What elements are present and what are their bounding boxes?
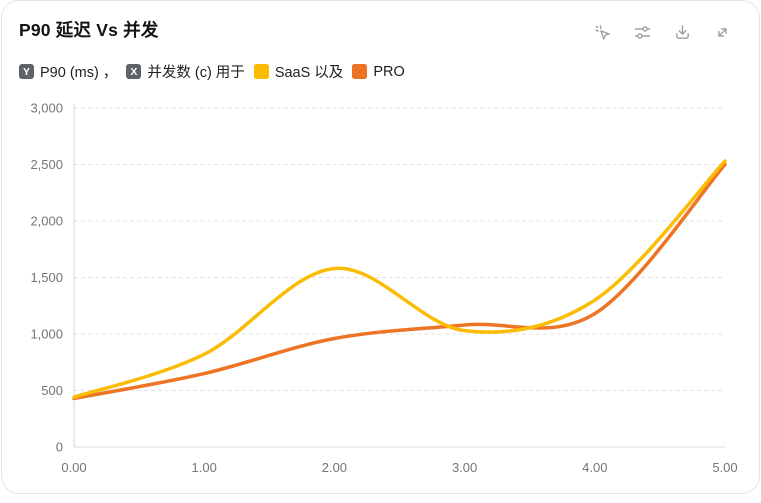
svg-text:2.00: 2.00 (322, 460, 347, 475)
svg-text:1,000: 1,000 (30, 327, 63, 342)
svg-text:500: 500 (41, 383, 63, 398)
chart-subtitle-legend: Y P90 (ms) ， X 并发数 (c) 用于 SaaS 以及 PRO (19, 61, 405, 82)
y-axis-label: P90 (ms) ， (40, 65, 118, 81)
ai-cursor-icon[interactable] (591, 21, 613, 43)
svg-text:2,500: 2,500 (30, 157, 63, 172)
series-line-saas (72, 159, 727, 400)
download-icon[interactable] (671, 21, 693, 43)
svg-text:5.00: 5.00 (712, 460, 737, 475)
svg-text:3,000: 3,000 (30, 101, 63, 116)
x-axis-label: 并发数 (c) 用于 (147, 65, 245, 81)
series-line-pro (72, 162, 727, 401)
x-axis-legend: X 并发数 (c) 用于 (126, 61, 245, 82)
y-axis-badge: Y (19, 64, 34, 79)
expand-icon[interactable] (711, 21, 733, 43)
pro-series-swatch (352, 64, 368, 79)
legend-item-saas[interactable]: SaaS 以及 (253, 61, 344, 82)
svg-text:0: 0 (56, 440, 63, 455)
x-axis-badge: X (126, 64, 142, 79)
pro-series-label: PRO (373, 63, 405, 80)
page-title: P90 延迟 Vs 并发 (19, 20, 159, 40)
legend-item-pro[interactable]: PRO (352, 63, 405, 80)
y-axis-legend: Y P90 (ms) ， (19, 61, 117, 82)
svg-text:3.00: 3.00 (452, 460, 477, 475)
saas-series-swatch (253, 64, 269, 79)
sliders-icon[interactable] (631, 21, 653, 43)
svg-text:1.00: 1.00 (192, 460, 217, 475)
svg-text:2,000: 2,000 (30, 214, 63, 229)
chart-card: 0 500 1,000 1,500 2,000 2,500 3,000 0.00 1.00 2.0… (1, 0, 760, 494)
svg-text:0.00: 0.00 (61, 460, 86, 475)
chart-toolbar (591, 21, 733, 43)
svg-text:1,500: 1,500 (30, 270, 63, 285)
saas-series-label: SaaS 以及 (274, 65, 344, 81)
line-chart-plot-area[interactable]: 0 500 1,000 1,500 2,000 2,500 3,000 0.00 1.00 2.0… (2, 1, 760, 494)
svg-text:4.00: 4.00 (582, 460, 607, 475)
